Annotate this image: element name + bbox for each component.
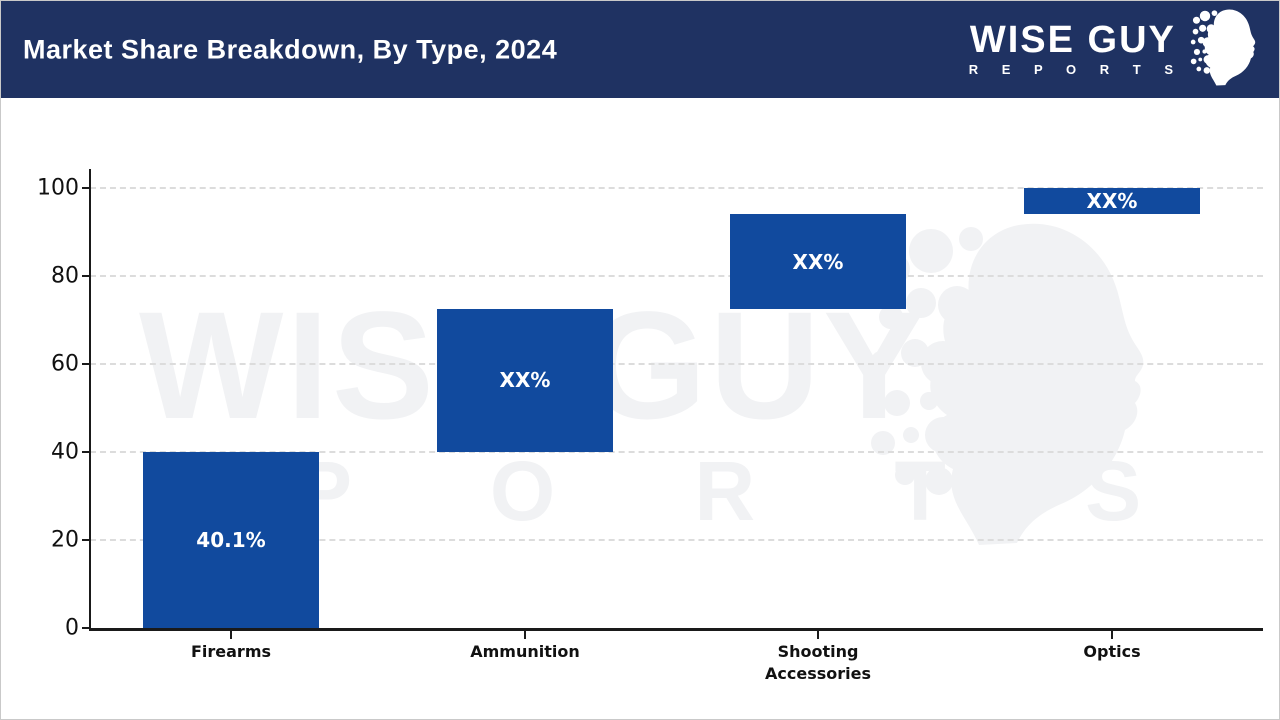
- y-tick-label-80: 80: [51, 263, 79, 289]
- y-tick-mark-0: [82, 627, 90, 629]
- x-tick-mark-3: [817, 631, 819, 639]
- brand-logo-text: WISE GUY R E P O R T S: [963, 19, 1183, 77]
- brand-logo: WISE GUY R E P O R T S: [963, 7, 1269, 91]
- y-tick-mark-60: [82, 363, 90, 365]
- y-tick-label-0: 0: [65, 615, 79, 641]
- brand-subname: R E P O R T S: [968, 61, 1183, 77]
- bar-value-label: 40.1%: [196, 527, 266, 552]
- bar-value-label: XX%: [499, 368, 551, 393]
- header-bar: Market Share Breakdown, By Type, 2024 WI…: [1, 1, 1279, 98]
- gridline-20: [90, 539, 1263, 541]
- x-tick-mark-4: [1111, 631, 1113, 639]
- y-axis-line: [89, 169, 91, 630]
- y-tick-label-40: 40: [51, 439, 79, 465]
- bar-firearms: 40.1%: [143, 451, 319, 628]
- bar-optics: XX%: [1024, 188, 1200, 215]
- x-axis-line: [89, 628, 1263, 631]
- chart-title: Market Share Breakdown, By Type, 2024: [23, 34, 558, 64]
- gridline-60: [90, 363, 1263, 365]
- bar-value-label: XX%: [1086, 189, 1138, 214]
- y-tick-mark-40: [82, 451, 90, 453]
- y-tick-label-60: 60: [51, 351, 79, 377]
- x-tick-mark-2: [524, 631, 526, 639]
- gridline-100: [90, 187, 1263, 189]
- y-tick-mark-20: [82, 539, 90, 541]
- y-tick-label-20: 20: [51, 527, 79, 553]
- bar-shooting-accessories: XX%: [730, 214, 906, 309]
- x-category-label: Shooting Accessories: [765, 642, 871, 683]
- brand-face-icon: [1190, 9, 1256, 86]
- x-category-label: Firearms: [190, 642, 272, 661]
- y-tick-mark-80: [82, 275, 90, 277]
- x-category-label: Ammunition: [470, 642, 580, 661]
- gridline-80: [90, 275, 1263, 277]
- bar-ammunition: XX%: [437, 309, 613, 452]
- y-tick-label-100: 100: [37, 175, 79, 201]
- gridline-40: [90, 451, 1263, 453]
- bar-value-label: XX%: [792, 249, 844, 274]
- x-category-label: Optics: [1083, 642, 1141, 661]
- y-tick-mark-100: [82, 187, 90, 189]
- brand-name: WISE GUY: [969, 19, 1176, 62]
- x-tick-mark-1: [230, 631, 232, 639]
